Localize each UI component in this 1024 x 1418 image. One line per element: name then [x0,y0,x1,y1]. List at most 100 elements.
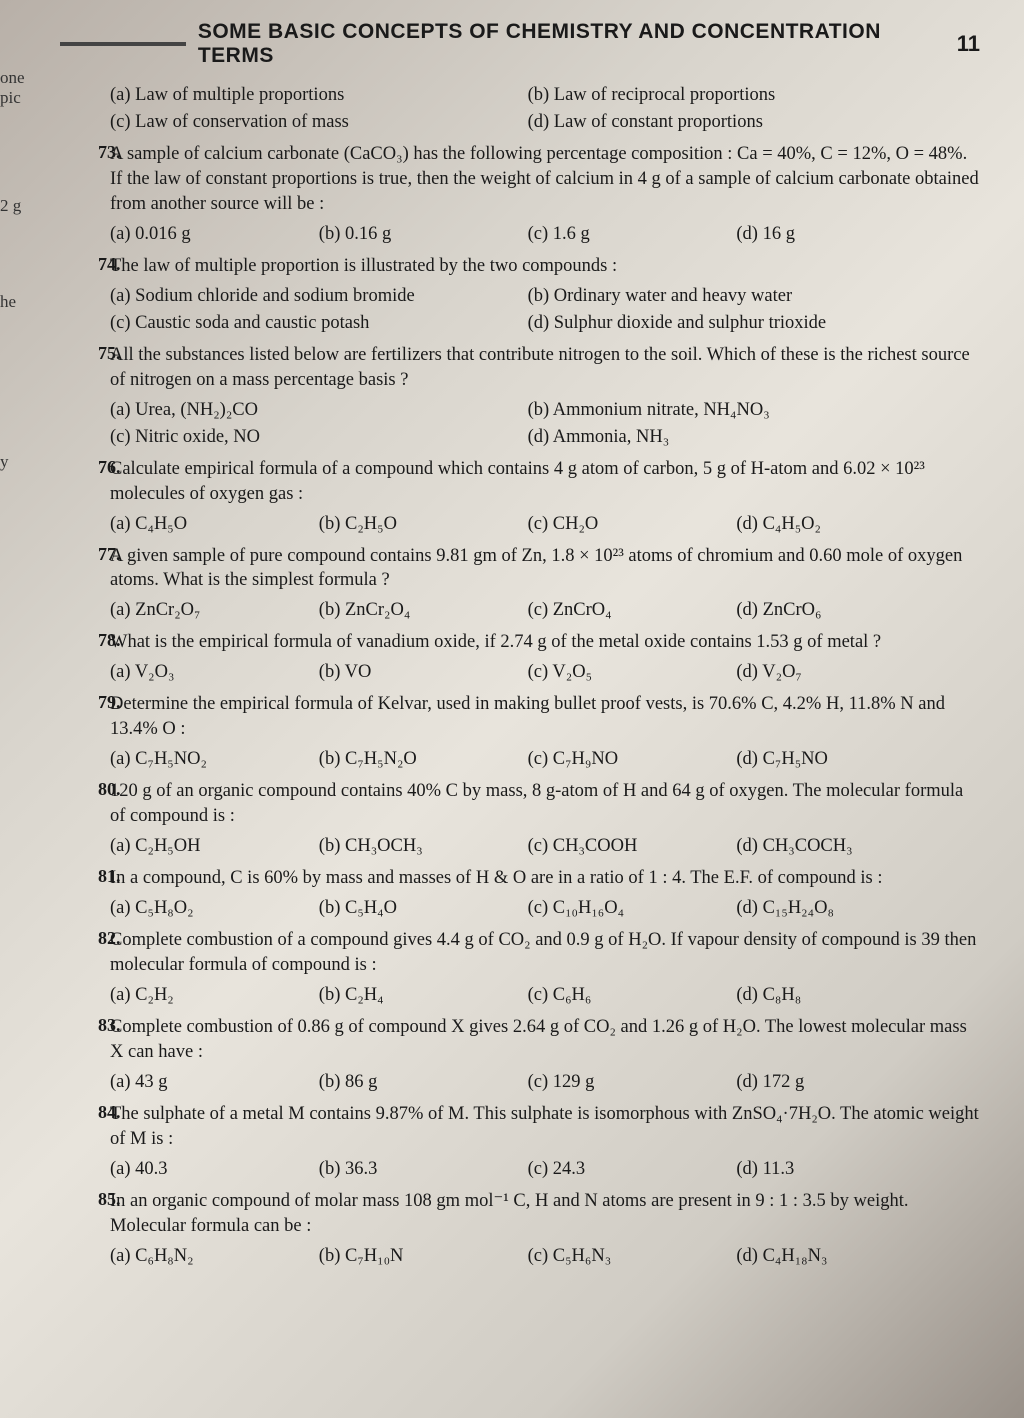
option-b: (b) ZnCr₂O₄ [319,597,528,624]
q79-options: (a) C₇H₅NO₂ (b) C₇H₅N₂O (c) C₇H₉NO (d) C… [110,746,980,773]
q84-text: The sulphate of a metal M contains 9.87%… [110,1102,980,1152]
option-c: (c) C₁₀H₁₆O₄ [528,895,737,922]
option-a: (a) C₅H₈O₂ [110,895,319,922]
option-c: (c) CH₂O [528,511,737,538]
option-d: (d) C₁₅H₂₄O₈ [736,895,945,922]
option-a: (a) Urea, (NH₂)₂CO [110,397,528,424]
q74-options: (a) Sodium chloride and sodium bromide (… [110,283,980,337]
q76-number: 76. [98,457,121,478]
q78-options: (a) V₂O₃ (b) VO (c) V₂O₅ (d) V₂O₇ [110,659,980,686]
q73-number: 73. [98,142,121,163]
q75-text: All the substances listed below are fert… [110,343,980,393]
option-b: (b) Ammonium nitrate, NH₄NO₃ [528,397,946,424]
margin-text: one [0,68,25,88]
option-a: (a) C₄H₅O [110,511,319,538]
q81-options: (a) C₅H₈O₂ (b) C₅H₄O (c) C₁₀H₁₆O₄ (d) C₁… [110,895,980,922]
q77-options: (a) ZnCr₂O₇ (b) ZnCr₂O₄ (c) ZnCrO₄ (d) Z… [110,597,980,624]
option-a: (a) C₆H₈N₂ [110,1243,319,1270]
q78-text: What is the empirical formula of vanadiu… [110,630,980,655]
q82-text: Complete combustion of a compound gives … [110,928,980,978]
option-d: (d) CH₃COCH₃ [736,833,945,860]
q73-text: A sample of calcium carbonate (CaCO₃) ha… [110,142,980,217]
option-a: (a) C₇H₅NO₂ [110,746,319,773]
option-d: (d) C₈H₈ [736,982,945,1009]
option-c: (c) C₆H₆ [528,982,737,1009]
q77-text: A given sample of pure compound contains… [110,544,980,594]
option-a: (a) 40.3 [110,1156,319,1183]
q80-number: 80. [98,779,121,800]
q84-number: 84. [98,1102,121,1123]
option-d: (d) Sulphur dioxide and sulphur trioxide [528,310,946,337]
q79-number: 79. [98,692,121,713]
margin-text: y [0,452,9,472]
option-b: (b) 36.3 [319,1156,528,1183]
q75-options: (a) Urea, (NH₂)₂CO (b) Ammonium nitrate,… [110,397,980,451]
option-b: (b) 0.16 g [319,221,528,248]
option-b: (b) C₇H₅N₂O [319,746,528,773]
option-d: (d) 11.3 [736,1156,945,1183]
q85-options: (a) C₆H₈N₂ (b) C₇H₁₀N (c) C₅H₆N₃ (d) C₄H… [110,1243,980,1270]
q85-text: In an organic compound of molar mass 108… [110,1189,980,1239]
option-c: (c) CH₃COOH [528,833,737,860]
option-b: (b) Ordinary water and heavy water [528,283,946,310]
page-content: SOME BASIC CONCEPTS OF CHEMISTRY AND CON… [60,20,980,1272]
q76-options: (a) C₄H₅O (b) C₂H₅O (c) CH₂O (d) C₄H₅O₂ [110,511,980,538]
q84-options: (a) 40.3 (b) 36.3 (c) 24.3 (d) 11.3 [110,1156,980,1183]
option-c: (c) Nitric oxide, NO [110,424,528,451]
q83-text: Complete combustion of 0.86 g of compoun… [110,1015,980,1065]
option-d: (d) V₂O₇ [736,659,945,686]
option-a: (a) ZnCr₂O₇ [110,597,319,624]
q72-options: (a) Law of multiple proportions (b) Law … [110,82,980,136]
q80-options: (a) C₂H₅OH (b) CH₃OCH₃ (c) CH₃COOH (d) C… [110,833,980,860]
q79-text: Determine the empirical formula of Kelva… [110,692,980,742]
option-b: (b) C₂H₅O [319,511,528,538]
option-d: (d) ZnCrO₆ [736,597,945,624]
chapter-header: SOME BASIC CONCEPTS OF CHEMISTRY AND CON… [60,20,980,68]
page-number: 11 [957,31,980,57]
option-b: (b) C₂H₄ [319,982,528,1009]
q82-options: (a) C₂H₂ (b) C₂H₄ (c) C₆H₆ (d) C₈H₈ [110,982,980,1009]
option-c: (c) Caustic soda and caustic potash [110,310,528,337]
option-b: (b) VO [319,659,528,686]
option-a: (a) C₂H₅OH [110,833,319,860]
q74-number: 74. [98,254,121,275]
q81-text: In a compound, C is 60% by mass and mass… [110,866,980,891]
q75-number: 75. [98,343,121,364]
option-a: (a) Sodium chloride and sodium bromide [110,283,528,310]
option-b: (b) CH₃OCH₃ [319,833,528,860]
option-b: (b) Law of reciprocal proportions [528,82,946,109]
header-rule [60,42,186,46]
option-d: (d) 172 g [736,1069,945,1096]
q73-options: (a) 0.016 g (b) 0.16 g (c) 1.6 g (d) 16 … [110,221,980,248]
option-d: (d) C₇H₅NO [736,746,945,773]
margin-text: pic [0,88,21,108]
option-c: (c) 24.3 [528,1156,737,1183]
option-b: (b) C₅H₄O [319,895,528,922]
option-c: (c) C₇H₉NO [528,746,737,773]
q83-number: 83. [98,1015,121,1036]
option-c: (c) V₂O₅ [528,659,737,686]
option-a: (a) V₂O₃ [110,659,319,686]
margin-text: he [0,292,16,312]
option-d: (d) 16 g [736,221,945,248]
option-c: (c) 129 g [528,1069,737,1096]
option-a: (a) Law of multiple proportions [110,82,528,109]
q83-options: (a) 43 g (b) 86 g (c) 129 g (d) 172 g [110,1069,980,1096]
option-d: (d) Ammonia, NH₃ [528,424,946,451]
option-c: (c) C₅H₆N₃ [528,1243,737,1270]
q74-text: The law of multiple proportion is illust… [110,254,980,279]
q85-number: 85. [98,1189,121,1210]
margin-text: 2 g [0,196,21,216]
option-b: (b) C₇H₁₀N [319,1243,528,1270]
q80-text: 120 g of an organic compound contains 40… [110,779,980,829]
option-a: (a) 43 g [110,1069,319,1096]
option-c: (c) 1.6 g [528,221,737,248]
option-b: (b) 86 g [319,1069,528,1096]
option-a: (a) C₂H₂ [110,982,319,1009]
option-c: (c) Law of conservation of mass [110,109,528,136]
option-d: (d) C₄H₅O₂ [736,511,945,538]
q76-text: Calculate empirical formula of a compoun… [110,457,980,507]
q82-number: 82. [98,928,121,949]
q81-number: 81. [98,866,121,887]
option-a: (a) 0.016 g [110,221,319,248]
